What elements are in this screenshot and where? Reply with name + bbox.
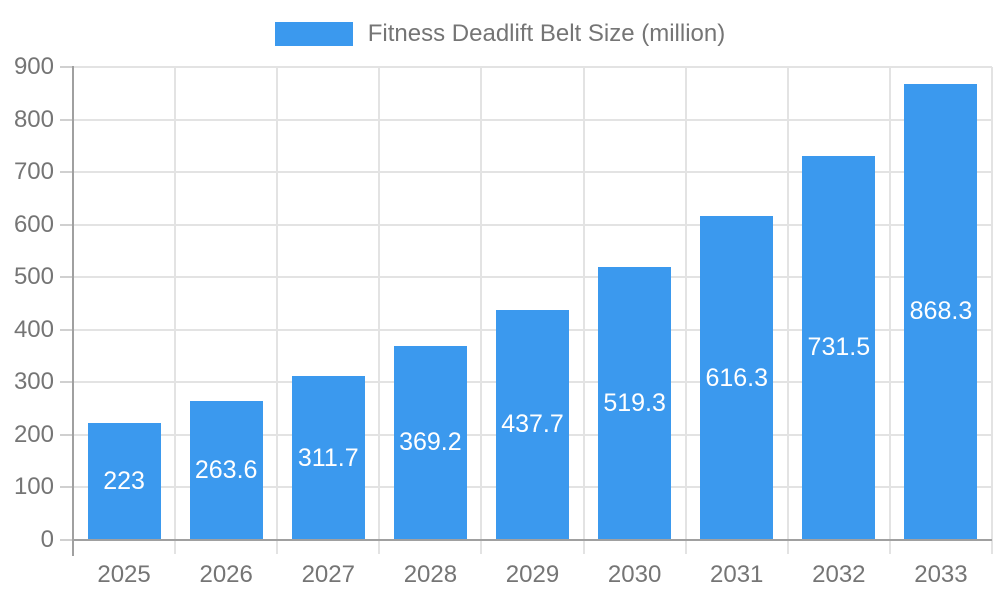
y-axis-label: 800 [13,105,54,133]
y-tick [60,118,73,121]
v-gridline [684,67,687,540]
legend-label: Fitness Deadlift Belt Size (million) [367,20,726,47]
v-gridline [378,67,381,540]
h-gridline [73,223,992,226]
bar-value-label: 223 [103,466,145,495]
bar-value-label: 868.3 [909,297,973,326]
v-gridline [991,67,993,540]
bar-value-label: 369.2 [399,428,462,457]
x-tick [582,540,585,554]
y-tick [60,381,73,384]
h-gridline [73,171,992,174]
x-axis-label: 2027 [301,561,355,588]
x-axis-label: 2032 [812,561,866,588]
y-axis-label: 500 [13,263,54,291]
x-axis-line [72,539,992,541]
y-axis-label: 300 [13,368,54,396]
x-axis-label: 2025 [97,561,151,588]
y-axis-label: 600 [13,210,54,238]
x-axis-label: 2033 [914,561,968,588]
h-gridline [73,118,992,121]
bar-value-label: 616.3 [705,363,768,392]
bar-value-label: 519.3 [603,389,666,418]
bar-value-label: 311.7 [297,443,359,472]
v-gridline [480,67,483,540]
bar-value-label: 263.6 [194,456,258,485]
y-axis-label: 100 [13,473,54,501]
x-axis-label: 2031 [710,561,764,588]
v-gridline [174,67,177,540]
v-gridline [888,67,891,540]
bar-value-label: 437.7 [501,410,564,439]
y-tick [60,223,73,226]
bar[interactable]: 311.7 [291,376,365,540]
y-axis-label: 700 [13,158,54,186]
bar[interactable]: 437.7 [496,309,569,540]
x-tick [991,540,993,554]
x-tick [786,540,789,554]
y-tick [60,66,73,68]
x-axis-label: 2026 [199,561,253,588]
v-gridline [582,67,585,540]
y-axis-label: 900 [13,53,54,80]
x-axis-label: 2028 [403,561,458,588]
legend-swatch [274,22,353,46]
v-gridline [276,67,279,540]
x-tick [684,540,687,554]
x-tick [378,540,381,554]
x-axis-label: 2030 [607,561,662,588]
h-gridline [73,276,992,279]
bar-value-label: 731.5 [807,333,871,362]
bar[interactable]: 263.6 [189,401,263,540]
y-axis-label: 400 [13,315,54,343]
x-axis-label: 2029 [505,561,560,588]
bar[interactable]: 519.3 [598,267,672,540]
y-tick [60,171,73,174]
x-tick [888,540,891,554]
y-tick [60,486,73,489]
y-axis-line [72,66,74,556]
bar[interactable]: 731.5 [802,155,876,540]
legend[interactable]: Fitness Deadlift Belt Size (million) [0,14,1000,54]
y-tick [60,539,73,541]
y-tick [60,328,73,331]
y-tick [60,433,73,436]
h-gridline [73,66,992,68]
y-axis-label: 200 [13,420,54,448]
bar[interactable]: 616.3 [700,216,774,540]
v-gridline [786,67,789,540]
x-tick [174,540,177,554]
x-tick [480,540,483,554]
y-axis-label: 0 [40,526,54,553]
bar[interactable]: 223 [87,422,161,540]
bar[interactable]: 369.2 [393,345,467,540]
y-tick [60,276,73,279]
bar[interactable]: 868.3 [904,83,978,540]
x-tick [276,540,279,554]
